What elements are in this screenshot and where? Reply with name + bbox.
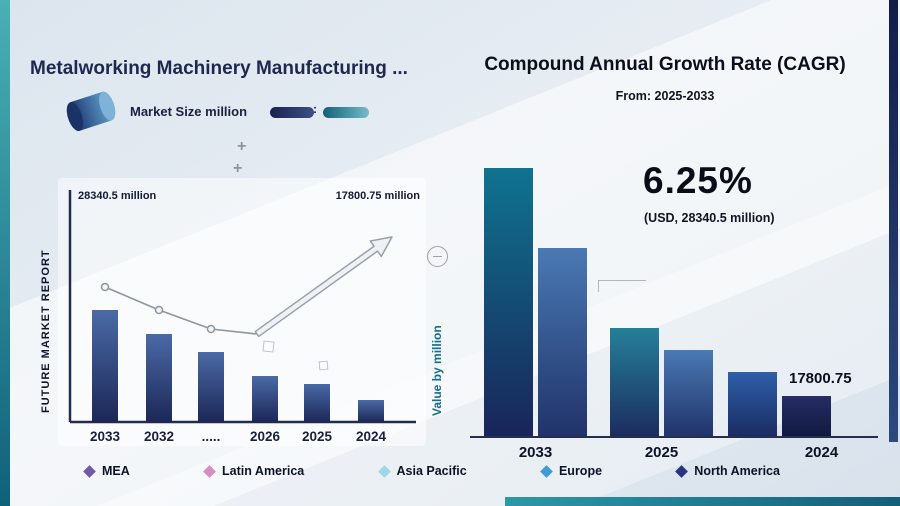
cagr-percentage: 6.25% [643,160,753,201]
market-size-chart: 28340.5 million 17800.75 million 2033 203… [58,178,426,446]
cagr-group-2025 [610,328,713,436]
market-size-bar-2024 [358,400,384,422]
cagr-bar-groups [470,158,878,438]
market-x-label-.....: ..... [202,429,221,444]
cagr-x-label-2024: 2024 [804,444,839,461]
legend-item-asia-pacific: Asia Pacific [377,464,467,478]
right-accent-stripe [889,0,898,442]
cagr-bar-2025-1 [610,328,659,436]
cagr-subtitle: From: 2025-2033 [615,89,715,103]
legend-label: North America [694,464,780,478]
diamond-marker-icon [377,464,391,478]
market-size-bar-..... [198,352,224,422]
cagr-bar-2033-1 [484,168,533,436]
market-size-cylinder-icon [66,91,116,131]
circle-dash-icon [427,246,448,267]
diamond-marker-icon [675,464,689,478]
market-size-bars [92,310,384,422]
cagr-x-axis-line [470,436,878,438]
left-axis-label: FUTURE MARKET REPORT [40,249,52,413]
market-size-bar-2032 [146,334,172,422]
plus-decoration: + [233,160,243,177]
bottom-accent-stripe [505,497,900,506]
cagr-x-label-2025: 2025 [644,444,679,461]
cagr-x-label-2033: 2033 [518,444,553,461]
market-x-label-2033: 2033 [90,429,121,444]
market-size-legend-label: Market Size million [130,103,248,119]
market-size-bar-2026 [252,376,278,422]
step-line-decoration [598,280,646,292]
pill-separator: : [313,102,317,116]
plus-decoration: + [237,138,247,155]
diamond-marker-icon [540,464,553,478]
trend-line [104,286,258,335]
cagr-bar-2024-1 [728,372,777,436]
legend-label: Europe [558,464,603,478]
market-size-bar-2025 [304,384,330,422]
market-size-bar-2033 [92,310,118,422]
value-axis-label: Value by million [430,325,444,416]
market-x-label-2025: 2025 [302,429,333,444]
cagr-chart [470,158,878,438]
legend-item-mea: MEA [83,464,130,478]
growth-arrow-icon [254,236,393,338]
cagr-group-2024 [728,372,831,436]
market-x-label-2032: 2032 [144,429,174,444]
end-value-label: 17800.75 million [335,190,420,202]
market-size-x-labels: 2033 2032..... 2026 2025 2024 [90,429,387,444]
market-x-label-2024: 2024 [356,429,387,444]
diamond-marker-icon [203,464,216,478]
decorative-pill-dark [270,107,314,118]
market-size-legend: Market Size million [64,90,247,132]
cagr-bar-2025-2 [664,350,713,436]
trend-marker [154,305,164,315]
market-size-chart-svg: 2033 2032..... 2026 2025 2024 [68,190,416,444]
legend-item-europe: Europe [540,464,603,478]
region-legend: MEA Latin America Asia Pacific Europe North … [83,464,780,478]
legend-item-north-america: North America [675,464,780,478]
max-value-label: 28340.5 million [78,190,157,202]
cagr-bar-2024-2 [782,396,831,436]
cagr-usd-note: (USD, 28340.5 million) [644,211,775,225]
legend-label: Latin America [222,464,305,478]
legend-label: Asia Pacific [396,464,467,478]
cagr-annotation-value: 17800.75 [789,370,852,387]
square-decoration [318,360,329,371]
trend-marker [206,324,216,334]
square-decoration [262,340,275,353]
cagr-x-labels: 2033 2025 2024 [470,444,878,464]
decorative-pill-teal [323,107,369,118]
trend-marker [100,282,110,292]
diamond-marker-icon [83,464,96,478]
legend-item-latin-america: Latin America [203,464,305,478]
cagr-bar-2033-2 [538,248,587,436]
left-accent-stripe [0,0,10,506]
market-x-label-2026: 2026 [250,429,281,444]
left-chart-title: Metalworking Machinery Manufacturing ... [30,58,408,79]
legend-label: MEA [102,464,130,478]
cagr-title: Compound Annual Growth Rate (CAGR) [484,54,846,75]
cagr-group-2033 [484,168,587,436]
